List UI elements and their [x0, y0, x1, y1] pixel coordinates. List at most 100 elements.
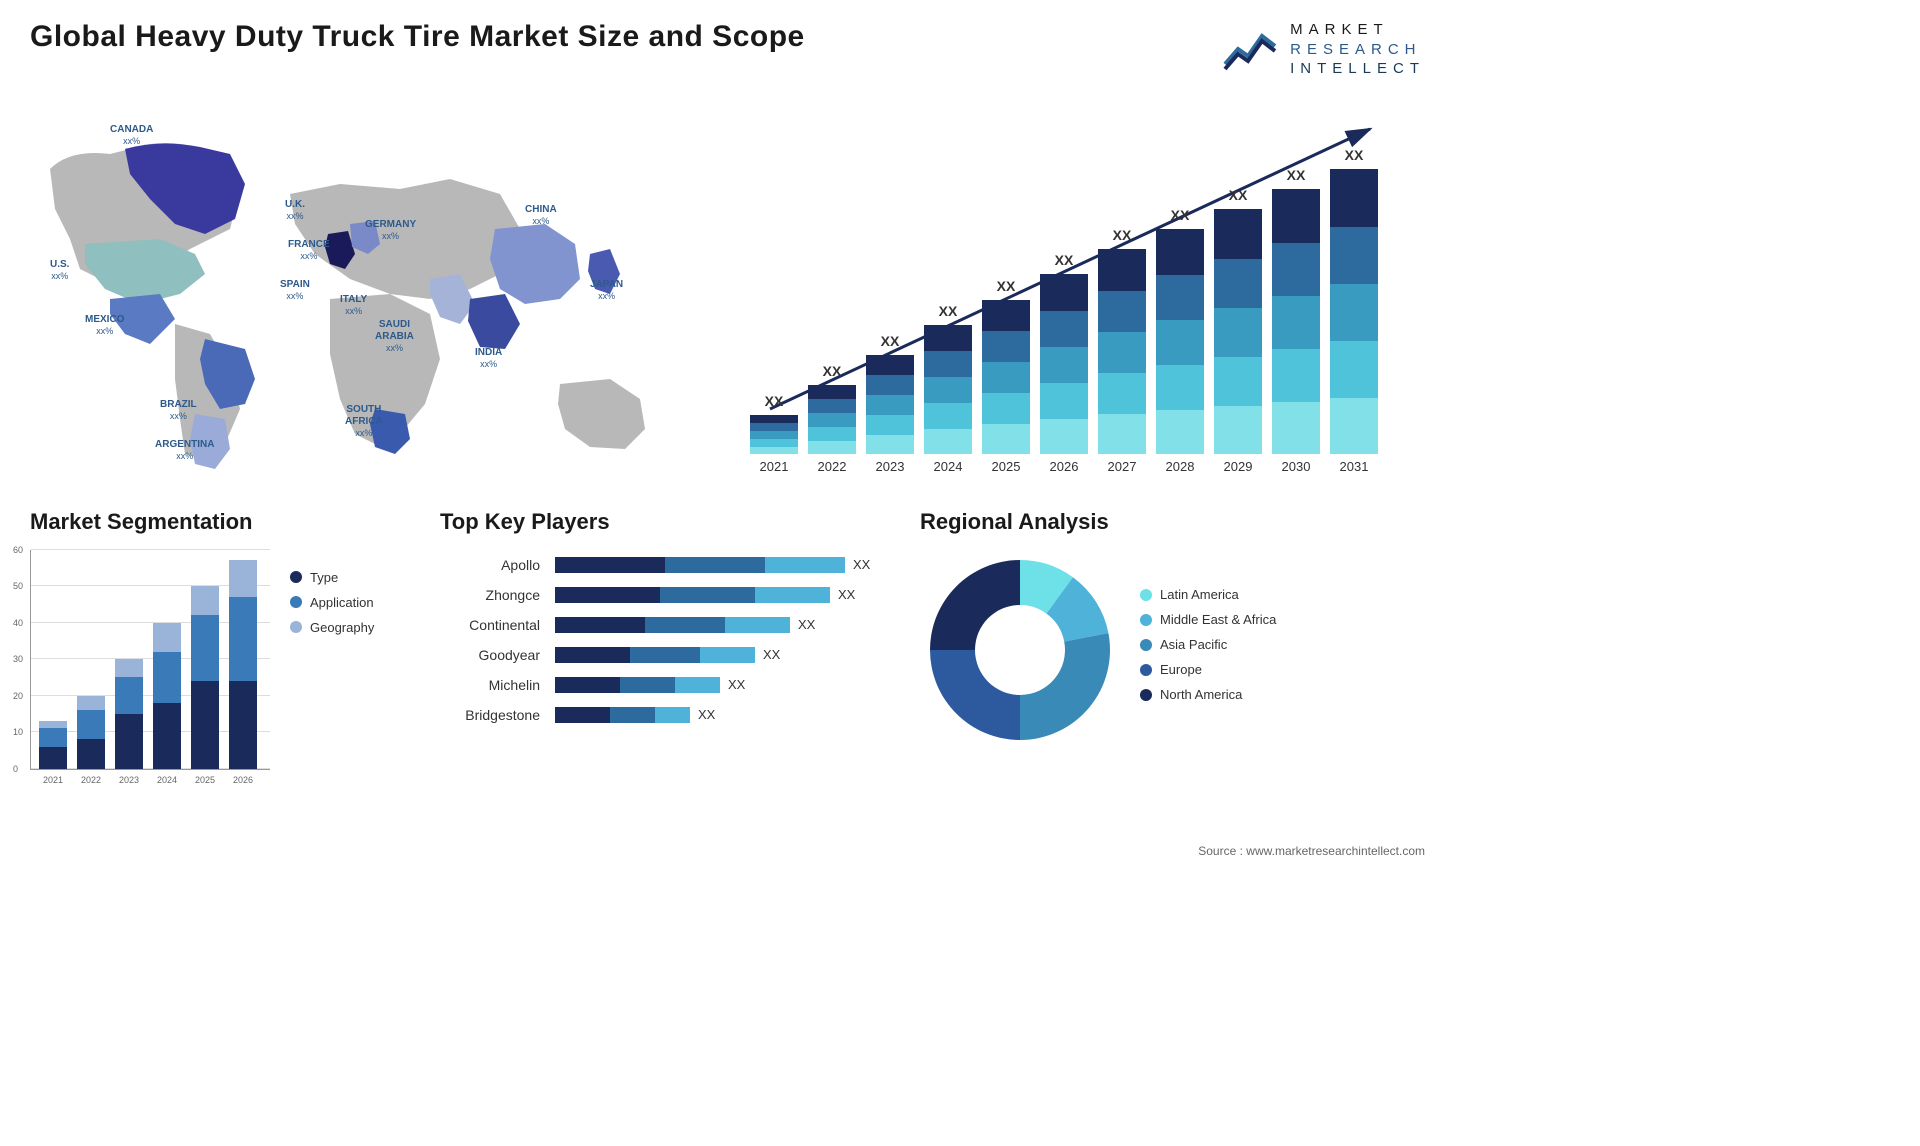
seg-ytick: 60 [13, 545, 23, 555]
seg-bar [39, 747, 67, 769]
main-bar-value: XX [881, 333, 900, 349]
seg-legend-item: Geography [290, 620, 410, 635]
main-xtick: 2021 [760, 459, 789, 474]
player-label: Zhongce [440, 580, 540, 610]
player-row: XX [555, 610, 890, 640]
player-label: Continental [440, 610, 540, 640]
seg-bar [153, 652, 181, 703]
player-value: XX [798, 617, 815, 632]
map-label-u.s.: U.S.xx% [50, 259, 69, 283]
seg-bar [39, 728, 67, 746]
main-bar-value: XX [1229, 187, 1248, 203]
seg-bar [229, 681, 257, 769]
map-label-germany: GERMANYxx% [365, 219, 416, 243]
player-labels: ApolloZhongceContinentalGoodyearMichelin… [440, 550, 540, 730]
main-bar-2024 [924, 325, 972, 454]
market-size-chart: 2021XX2022XX2023XX2024XX2025XX2026XX2027… [730, 99, 1425, 479]
map-label-brazil: BRAZILxx% [160, 399, 197, 423]
player-label: Goodyear [440, 640, 540, 670]
main-xtick: 2029 [1224, 459, 1253, 474]
main-xtick: 2026 [1050, 459, 1079, 474]
seg-legend-item: Application [290, 595, 410, 610]
main-bar-value: XX [1113, 227, 1132, 243]
main-bar-2028 [1156, 229, 1204, 454]
player-value: XX [728, 677, 745, 692]
map-label-south-africa: SOUTHAFRICAxx% [345, 404, 383, 440]
segmentation-chart: 0102030405060202120222023202420252026 [30, 550, 270, 770]
seg-xtick: 2023 [119, 775, 139, 785]
seg-bar [77, 710, 105, 739]
map-label-japan: JAPANxx% [590, 279, 623, 303]
seg-legend-item: Type [290, 570, 410, 585]
main-bar-value: XX [823, 363, 842, 379]
page-title: Global Heavy Duty Truck Tire Market Size… [30, 20, 805, 54]
main-bar-value: XX [1171, 207, 1190, 223]
player-row: XX [555, 580, 890, 610]
main-bar-value: XX [765, 393, 784, 409]
seg-xtick: 2021 [43, 775, 63, 785]
seg-ytick: 30 [13, 654, 23, 664]
main-xtick: 2022 [818, 459, 847, 474]
seg-bar [115, 677, 143, 713]
key-players-section: Top Key Players ApolloZhongceContinental… [440, 509, 890, 770]
seg-bar [229, 597, 257, 681]
player-value: XX [698, 707, 715, 722]
main-bar-value: XX [1345, 147, 1364, 163]
regional-section: Regional Analysis Latin America Middle Ea… [920, 509, 1425, 770]
main-bar-2026 [1040, 274, 1088, 454]
player-row: XX [555, 550, 890, 580]
main-xtick: 2031 [1340, 459, 1369, 474]
regional-legend-item: Europe [1140, 662, 1425, 677]
seg-bar [77, 696, 105, 711]
map-label-argentina: ARGENTINAxx% [155, 439, 214, 463]
map-label-france: FRANCExx% [288, 239, 330, 263]
main-xtick: 2025 [992, 459, 1021, 474]
main-bar-value: XX [1055, 252, 1074, 268]
seg-bar [77, 739, 105, 768]
seg-bar [191, 586, 219, 615]
main-bar-2030 [1272, 189, 1320, 454]
donut-slice [1020, 633, 1110, 740]
main-bar-2022 [808, 385, 856, 454]
map-label-mexico: MEXICOxx% [85, 314, 124, 338]
player-label: Bridgestone [440, 700, 540, 730]
player-row: XX [555, 640, 890, 670]
regional-legend-item: Latin America [1140, 587, 1425, 602]
regional-legend-item: Middle East & Africa [1140, 612, 1425, 627]
donut-slice [930, 650, 1020, 740]
map-label-india: INDIAxx% [475, 347, 502, 371]
main-bar-2027 [1098, 249, 1146, 454]
source-attribution: Source : www.marketresearchintellect.com [1198, 844, 1425, 858]
player-bars: XXXXXXXXXXXX [555, 550, 890, 730]
main-xtick: 2024 [934, 459, 963, 474]
main-bar-2029 [1214, 209, 1262, 454]
seg-xtick: 2022 [81, 775, 101, 785]
segmentation-legend: Type Application Geography [290, 550, 410, 770]
seg-xtick: 2026 [233, 775, 253, 785]
seg-bar [191, 681, 219, 769]
main-xtick: 2030 [1282, 459, 1311, 474]
seg-ytick: 0 [13, 764, 18, 774]
map-label-italy: ITALYxx% [340, 294, 367, 318]
main-bar-2023 [866, 355, 914, 454]
main-bar-2025 [982, 300, 1030, 454]
player-value: XX [763, 647, 780, 662]
seg-bar [115, 714, 143, 769]
seg-ytick: 50 [13, 581, 23, 591]
map-label-canada: CANADAxx% [110, 124, 153, 148]
seg-bar [153, 623, 181, 652]
player-label: Apollo [440, 550, 540, 580]
regional-title: Regional Analysis [920, 509, 1425, 535]
seg-bar [115, 659, 143, 677]
seg-bar [191, 615, 219, 681]
seg-xtick: 2025 [195, 775, 215, 785]
logo-line1: MARKET [1290, 20, 1425, 40]
seg-ytick: 10 [13, 727, 23, 737]
main-xtick: 2027 [1108, 459, 1137, 474]
main-bar-value: XX [997, 278, 1016, 294]
seg-bar [229, 560, 257, 596]
map-label-spain: SPAINxx% [280, 279, 310, 303]
regional-legend-item: North America [1140, 687, 1425, 702]
seg-ytick: 20 [13, 691, 23, 701]
world-map: CANADAxx% U.S.xx% MEXICOxx% BRAZILxx% ARGENT… [30, 99, 690, 479]
